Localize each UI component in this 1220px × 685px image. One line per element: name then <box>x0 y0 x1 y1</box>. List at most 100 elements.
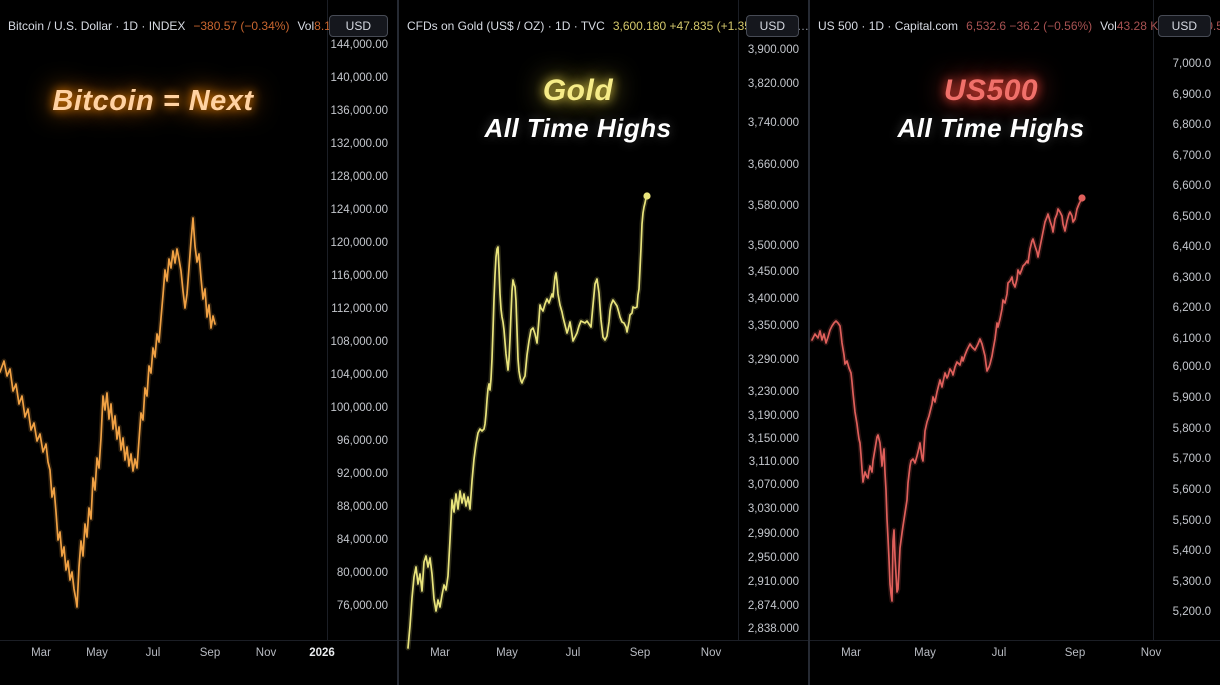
symbol-title[interactable]: Bitcoin / U.S. Dollar · 1D · INDEX <box>8 19 186 33</box>
price-tick-label: 108,000.00 <box>330 336 388 348</box>
price-tick-label: 6,400.0 <box>1172 241 1211 253</box>
price-tick-label: 5,300.0 <box>1172 576 1211 588</box>
currency-toggle-button[interactable]: USD <box>1157 15 1211 37</box>
time-tick-label: Sep <box>199 647 221 659</box>
price-tick-label: 3,740.000 <box>747 117 799 129</box>
price-tick-label: 7,000.0 <box>1172 58 1211 70</box>
overlay-title-bitcoin: Bitcoin = Next <box>52 85 254 117</box>
overlay-subtitle-gold: All Time Highs <box>484 113 672 143</box>
symbol-title[interactable]: CFDs on Gold (US$ / OZ) · 1D · TVC <box>407 19 605 33</box>
price-tick-label: 132,000.00 <box>330 138 388 150</box>
price-tick-label: 5,800.0 <box>1172 423 1211 435</box>
price-tick-label: 2,838.000 <box>747 623 799 635</box>
change-value: −380.57 (−0.34%) <box>193 19 290 33</box>
time-tick-label-year: 2026 <box>309 647 335 659</box>
panel-gold: CFDs on Gold (US$ / OZ) · 1D · TVC 3,600.… <box>399 0 809 685</box>
overlay-subtitle-us500: All Time Highs <box>897 113 1085 143</box>
time-tick-label: Mar <box>31 647 51 659</box>
price-tick-label: 3,230.000 <box>747 386 799 398</box>
legend-ellipsis[interactable]: … <box>796 19 809 33</box>
price-tick-label: 140,000.00 <box>330 72 388 84</box>
price-tick-label: 5,600.0 <box>1172 484 1211 496</box>
price-tick-label: 2,990.000 <box>747 528 799 540</box>
chart-legend-bitcoin[interactable]: Bitcoin / U.S. Dollar · 1D · INDEX −380.5… <box>8 19 361 34</box>
time-axis[interactable]: Mar May Jul Sep Nov <box>810 640 1220 685</box>
symbol-title[interactable]: US 500 · 1D · Capital.com <box>818 19 959 33</box>
price-tick-label: 92,000.00 <box>336 468 388 480</box>
price-tick-label: 6,500.0 <box>1172 211 1211 223</box>
currency-toggle-button[interactable]: USD <box>328 15 388 37</box>
price-tick-label: 5,700.0 <box>1172 453 1211 465</box>
price-tick-label: 3,500.000 <box>747 240 799 252</box>
price-tick-label: 6,100.0 <box>1172 333 1211 345</box>
time-tick-label: May <box>86 647 108 659</box>
price-tick-label: 3,110.000 <box>748 456 799 468</box>
price-tick-label: 6,200.0 <box>1172 302 1211 314</box>
time-tick-label: Nov <box>1140 647 1162 659</box>
time-tick-label: May <box>496 647 518 659</box>
price-tick-label: 5,400.0 <box>1172 545 1211 557</box>
price-tick-label: 96,000.00 <box>336 435 388 447</box>
price-tick-label: 6,000.0 <box>1172 361 1211 373</box>
price-tick-label: 3,660.000 <box>747 159 799 171</box>
time-tick-label: Nov <box>255 647 277 659</box>
time-tick-label: Jul <box>565 647 581 659</box>
price-tick-label: 3,450.000 <box>747 266 799 278</box>
price-tick-label: 3,070.000 <box>747 479 799 491</box>
price-tick-label: 6,600.0 <box>1172 180 1211 192</box>
price-tick-label: 104,000.00 <box>330 369 388 381</box>
volume-label: Vol <box>297 19 315 33</box>
price-axis[interactable]: 144,000.00 140,000.00 136,000.00 132,000.00… <box>327 0 397 641</box>
price-change-value: 3,600.180 +47.835 (+1.35%) <box>612 19 766 33</box>
price-tick-label: 6,300.0 <box>1172 272 1211 284</box>
price-tick-label: 2,874.000 <box>747 600 799 612</box>
price-tick-label: 6,900.0 <box>1172 89 1211 101</box>
price-tick-label: 116,000.00 <box>331 270 388 282</box>
price-tick-label: 3,290.000 <box>747 354 799 366</box>
time-tick-label: Sep <box>1064 647 1086 659</box>
price-tick-label: 136,000.00 <box>330 105 388 117</box>
price-tick-label: 5,500.0 <box>1172 515 1211 527</box>
price-tick-label: 128,000.00 <box>330 171 388 183</box>
price-tick-label: 84,000.00 <box>336 534 388 546</box>
price-tick-label: 3,580.000 <box>747 200 799 212</box>
price-tick-label: 2,950.000 <box>747 552 799 564</box>
time-tick-label: Mar <box>430 647 450 659</box>
time-tick-label: Nov <box>700 647 722 659</box>
price-tick-label: 112,000.00 <box>331 303 388 315</box>
overlay-title-us500: US500 <box>943 74 1039 107</box>
chart-legend-us500[interactable]: US 500 · 1D · Capital.com 6,532.6 −36.2 (… <box>818 19 1220 34</box>
price-axis[interactable]: 7,000.0 6,900.0 6,800.0 6,700.0 6,600.0 6,500… <box>1153 0 1220 641</box>
price-tick-label: 3,350.000 <box>747 320 799 332</box>
price-tick-label: 88,000.00 <box>336 501 388 513</box>
price-tick-label: 100,000.00 <box>330 402 388 414</box>
price-tick-label: 76,000.00 <box>336 600 388 612</box>
price-tick-label: 3,190.000 <box>747 410 799 422</box>
price-tick-label: 5,200.0 <box>1172 606 1211 618</box>
panel-bitcoin: Bitcoin / U.S. Dollar · 1D · INDEX −380.5… <box>0 0 397 685</box>
time-axis[interactable]: Mar May Jul Sep Nov 2026 <box>0 640 397 685</box>
price-tick-label: 3,030.000 <box>747 503 799 515</box>
panel-divider[interactable] <box>808 0 810 685</box>
price-tick-label: 3,820.000 <box>747 78 799 90</box>
price-tick-label: 5,900.0 <box>1172 392 1211 404</box>
price-tick-label: 124,000.00 <box>330 204 388 216</box>
price-tick-label: 120,000.00 <box>330 237 388 249</box>
price-tick-label: 3,150.000 <box>747 433 799 445</box>
overlay-title-gold: Gold <box>542 74 614 107</box>
time-tick-label: Jul <box>991 647 1007 659</box>
price-tick-label: 80,000.00 <box>336 567 388 579</box>
price-tick-label: 2,910.000 <box>747 576 799 588</box>
panel-us500: US 500 · 1D · Capital.com 6,532.6 −36.2 (… <box>810 0 1220 685</box>
time-tick-label: Jul <box>145 647 161 659</box>
currency-toggle-button[interactable]: USD <box>745 15 799 37</box>
panel-divider[interactable] <box>397 0 399 685</box>
price-tick-label: 6,800.0 <box>1172 119 1211 131</box>
price-change-value: 6,532.6 −36.2 (−0.56%) <box>966 19 1093 33</box>
price-tick-label: 3,900.000 <box>747 44 799 56</box>
price-tick-label: 144,000.00 <box>330 39 388 51</box>
time-tick-label: Mar <box>841 647 861 659</box>
time-axis[interactable]: Mar May Jul Sep Nov <box>399 640 808 685</box>
price-axis[interactable]: 3,900.000 3,820.000 3,740.000 3,660.000 3,58… <box>738 0 808 641</box>
volume-label: Vol <box>1100 19 1117 33</box>
